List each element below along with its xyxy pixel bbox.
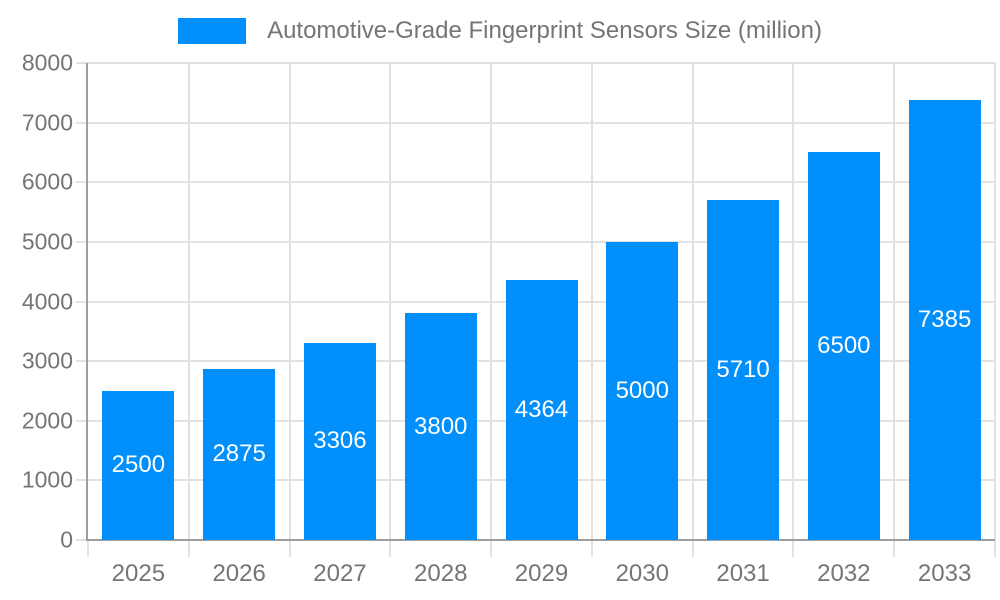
bar-value-label: 4364 [514,395,569,423]
plot-area: 0 1000 2000 3000 4000 5000 6000 7000 8000 2500 202… [22,50,996,587]
gridline-vertical [389,63,392,540]
y-axis-tick [76,539,88,541]
bar-value-label: 7385 [917,305,972,333]
y-axis-tick [76,181,88,184]
bar: 2500 [102,390,175,540]
y-axis-tick [76,300,88,303]
gridline-horizontal [88,121,995,124]
legend: Automotive-Grade Fingerprint Sensors Siz… [0,17,1000,45]
x-axis-tick [994,540,996,557]
bar: 6500 [807,152,880,540]
y-axis-tick [76,240,88,243]
x-axis-label: 2027 [313,560,367,587]
bar: 5710 [707,199,780,540]
bar-value-label: 5710 [716,355,770,383]
gridline-vertical [691,63,694,540]
y-axis-label: 1000 [21,466,73,493]
x-axis-label: 2029 [514,560,569,587]
bar: 2875 [203,368,276,540]
y-axis-label: 7000 [21,109,73,136]
x-axis-label: 2030 [615,560,669,587]
bar-value-label: 6500 [817,332,871,360]
y-axis-tick [76,479,88,482]
x-axis-tick [288,540,291,557]
gridline-horizontal [88,181,995,184]
gridline-horizontal [88,240,995,243]
bar: 3306 [303,342,376,540]
y-axis-label: 2000 [21,407,73,434]
x-axis-label: 2028 [414,560,468,587]
x-axis-tick [691,540,694,557]
legend-label: Automotive-Grade Fingerprint Sensors Siz… [267,17,822,44]
x-axis-label: 2026 [212,560,266,587]
gridline-vertical [590,63,593,540]
y-axis-label: 8000 [21,49,73,76]
bar-value-label: 3800 [414,412,468,440]
bar: 4364 [505,279,578,540]
gridline-vertical [994,63,996,540]
y-axis-label: 4000 [21,288,73,314]
bar: 3800 [404,313,477,540]
x-axis-label: 2025 [111,560,166,587]
x-axis-tick [792,540,795,557]
y-axis-tick [76,419,88,422]
x-axis-label: 2031 [716,560,770,587]
bar-value-label: 3306 [313,427,367,455]
x-axis-label: 2032 [817,560,871,587]
x-axis-tick [893,540,896,557]
gridline-vertical [792,63,795,540]
bar-value-label: 2500 [111,451,166,479]
x-axis-tick [87,540,89,557]
gridline-horizontal [88,62,995,64]
bar-value-label: 2875 [212,440,266,468]
gridline-vertical [187,63,190,540]
x-axis-line [86,539,995,541]
gridline-vertical [490,63,493,540]
x-axis-tick [187,540,190,557]
x-axis-tick [590,540,593,557]
y-axis-label: 6000 [21,168,73,195]
y-axis-tick [76,121,88,124]
legend-swatch-icon [178,18,247,44]
x-axis-tick [490,540,493,557]
gridline-vertical [893,63,896,540]
y-axis-label: 3000 [21,347,73,374]
bar: 7385 [908,99,981,540]
y-axis-tick [76,360,88,363]
x-axis-tick [389,540,392,557]
bar-value-label: 5000 [615,376,669,404]
gridline-vertical [288,63,291,540]
y-axis-tick [76,62,88,64]
y-axis-label: 0 [60,526,73,553]
y-axis-line [86,63,88,540]
y-axis-label: 5000 [21,228,73,255]
x-axis-label: 2033 [917,560,972,587]
bar: 5000 [606,241,679,540]
